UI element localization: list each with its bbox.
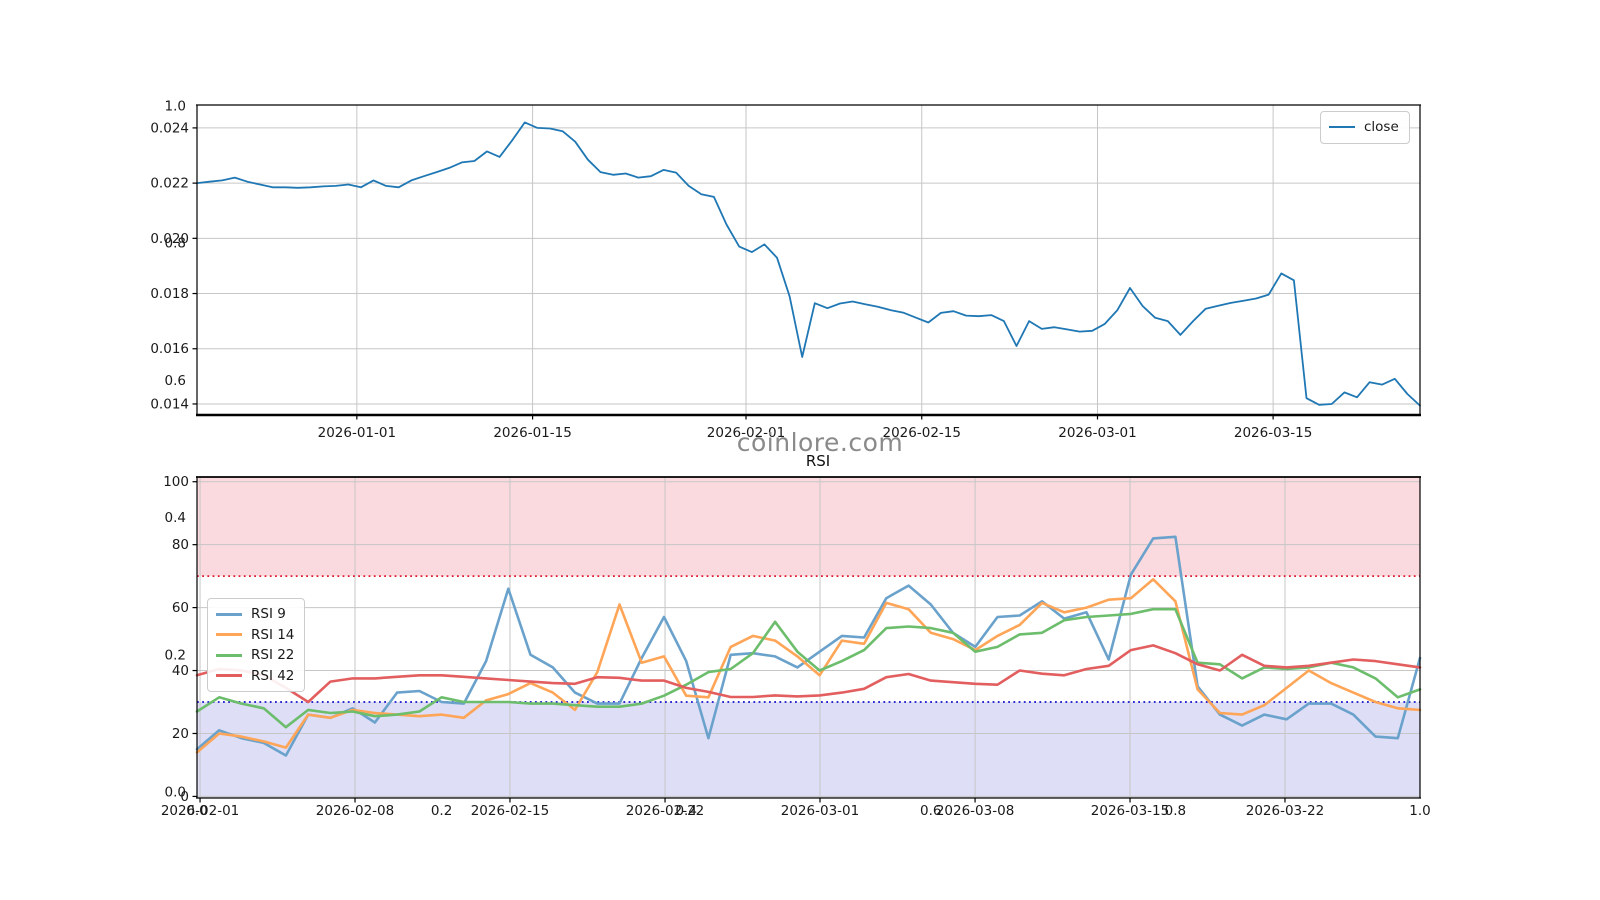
close-line-swatch: [1329, 126, 1355, 129]
x-tick-label: 2026-02-22: [626, 803, 704, 819]
legend-item-rsi9: RSI 9: [216, 604, 294, 625]
legend-item-rsi22: RSI 22: [216, 645, 294, 666]
twin-y-label: 0.8: [165, 236, 186, 252]
x-tick-label: 2026-01-01: [318, 425, 396, 441]
twin-x-label: 1.0: [1409, 803, 1430, 819]
overbought-band: [197, 477, 1420, 577]
x-tick-label: 2026-02-08: [316, 803, 394, 819]
legend-item-rsi42: RSI 42: [216, 666, 294, 687]
x-tick-label: 2026-02-15: [883, 425, 961, 441]
twin-y-label: 0.0: [165, 785, 186, 801]
price-chart-legend: close: [1320, 111, 1410, 144]
legend-label-rsi42: RSI 42: [251, 667, 295, 684]
twin-y-label: 0.2: [165, 647, 186, 663]
legend-item-rsi14: RSI 14: [216, 625, 294, 646]
oversold-band: [197, 702, 1420, 798]
y-tick-label: 0.016: [150, 341, 189, 357]
legend-label-rsi9: RSI 9: [251, 606, 286, 622]
rsi-42-line: [195, 644, 1422, 704]
twin-x-label: 0.8: [1165, 803, 1186, 819]
y-tick-label: 40: [172, 663, 189, 679]
rsi22-line-swatch: [216, 653, 242, 657]
rsi-22-line: [195, 607, 1422, 729]
y-tick-label: 0.024: [150, 120, 189, 136]
y-tick-label: 0.020: [150, 231, 189, 247]
x-tick-label: 2026-03-01: [1058, 425, 1136, 441]
close-line: [196, 121, 1421, 407]
legend-label-rsi14: RSI 14: [251, 626, 295, 643]
y-tick-label: 60: [172, 600, 189, 616]
y-tick-label: 0.014: [150, 396, 189, 412]
y-tick-label: 0.022: [150, 176, 189, 192]
twin-y-label: 0.4: [165, 510, 186, 526]
x-tick-label: 2026-03-22: [1246, 803, 1324, 819]
twin-x-label: 0.2: [431, 803, 452, 819]
x-tick-label: 2026-02-01: [161, 803, 239, 819]
twin-x-label: 0.6: [920, 803, 941, 819]
rsi9-line-swatch: [216, 612, 242, 616]
legend-label-close: close: [1364, 119, 1399, 135]
twin-x-label: 0.0: [186, 803, 207, 819]
x-tick-label: 2026-03-08: [936, 803, 1014, 819]
rsi-chart-legend: RSI 9 RSI 14 RSI 22 RSI 42: [207, 598, 306, 692]
y-tick-label: 20: [172, 726, 189, 742]
twin-x-label: 0.4: [675, 803, 696, 819]
y-tick-label: 80: [172, 537, 189, 553]
x-tick-label: 2026-03-01: [781, 803, 859, 819]
y-tick-label: 100: [163, 474, 189, 490]
x-tick-label: 2026-01-15: [493, 425, 571, 441]
x-tick-label: 2026-02-01: [707, 425, 785, 441]
legend-item-close: close: [1329, 117, 1399, 138]
twin-y-label: 0.6: [165, 373, 186, 389]
rsi42-line-swatch: [216, 674, 242, 678]
y-tick-label: 0.018: [150, 286, 189, 302]
legend-label-rsi22: RSI 22: [251, 647, 295, 663]
rsi14-line-swatch: [216, 633, 242, 637]
y-tick-label: 0: [180, 789, 189, 805]
x-tick-label: 2026-03-15: [1234, 425, 1312, 441]
rsi-chart-title: RSI: [805, 452, 831, 470]
x-tick-label: 2026-02-15: [471, 803, 549, 819]
twin-y-label: 1.0: [165, 99, 186, 115]
x-tick-label: 2026-03-15: [1091, 803, 1169, 819]
watermark: coinlore.com: [736, 428, 904, 457]
